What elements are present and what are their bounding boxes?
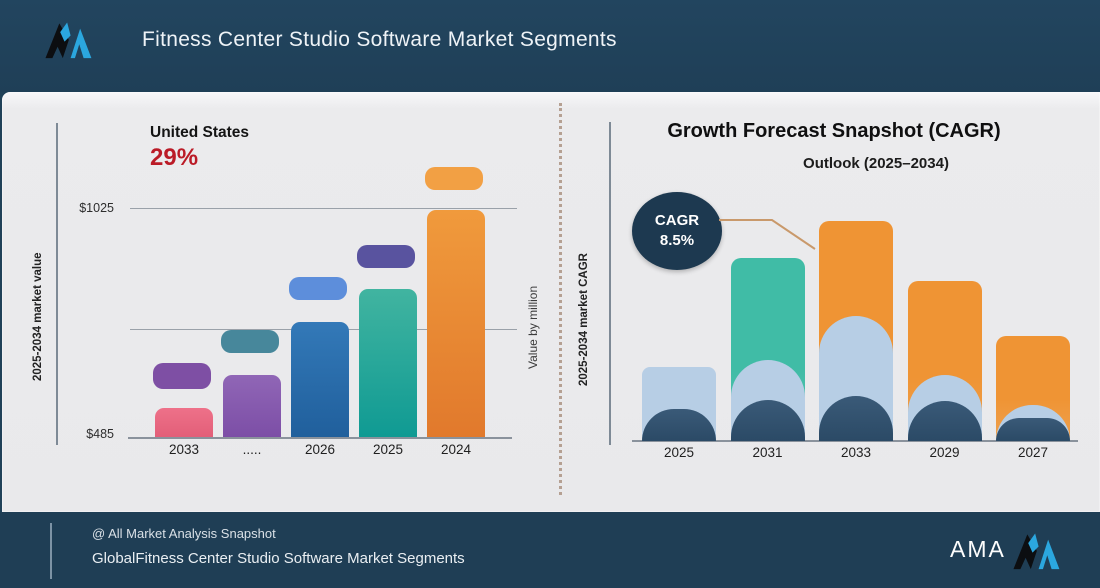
- left-chart-secondary-axis-label: Value by million: [526, 285, 540, 369]
- bar-cap-2026: [289, 277, 347, 300]
- right-chart-y-axis-label: 2025-2034 market CAGR: [578, 253, 590, 386]
- left-chart-gridline-0: [130, 208, 517, 209]
- page-title: Fitness Center Studio Software Market Se…: [142, 28, 617, 51]
- left-chart-x-axis-line: [128, 437, 512, 439]
- left-chart-title: United States: [150, 124, 250, 141]
- bar-cap-2025: [357, 245, 415, 268]
- cagr-badge-value: 8.5%: [659, 232, 695, 249]
- bar-cap-.....: [221, 330, 279, 353]
- bar-cap-2033: [153, 363, 211, 389]
- x-label-2026: 2026: [304, 442, 336, 457]
- right-chart-subtitle: Outlook (2025–2034): [803, 155, 949, 172]
- footer-title-line: GlobalFitness Center Studio Software Mar…: [92, 550, 465, 567]
- bar-cap-2024: [425, 166, 483, 190]
- bar-2024: [427, 210, 485, 438]
- panel-divider: [559, 103, 562, 495]
- app-footer: @ All Market Analysis Snapshot GlobalFit…: [0, 512, 1100, 588]
- left-chart-highlight-value: 29%: [150, 144, 199, 171]
- x-label-right-2031: 2031: [752, 445, 783, 460]
- footer-brand-logo-icon: [1013, 533, 1060, 570]
- right-chart-title: Growth Forecast Snapshot (CAGR): [667, 120, 1001, 142]
- y-tick-485: $485: [86, 427, 114, 441]
- footer-divider: [50, 523, 52, 579]
- x-label-right-2029: 2029: [929, 445, 960, 460]
- stacked-bar-2027-base: [996, 418, 1070, 441]
- bar-2025: [359, 288, 417, 438]
- charts-panel: 2025-2034 market value United States 29%…: [2, 92, 1100, 512]
- cagr-badge: CAGR 8.5%: [632, 192, 722, 270]
- x-label-.....: .....: [242, 442, 262, 457]
- x-label-right-2025: 2025: [663, 445, 695, 460]
- cagr-badge-label: CAGR: [654, 211, 700, 229]
- x-label-2025: 2025: [372, 442, 404, 457]
- footer-brand-text: AMA: [950, 536, 1006, 562]
- bar-2026: [291, 322, 349, 438]
- bar-2033: [155, 408, 213, 438]
- app-header: Fitness Center Studio Software Market Se…: [0, 0, 1100, 92]
- right-chart-y-axis-line: [609, 122, 611, 445]
- left-chart-y-axis-label: 2025-2034 market value: [32, 252, 44, 382]
- x-label-right-2027: 2027: [1017, 445, 1049, 460]
- bar-.....: [223, 374, 281, 438]
- left-chart-y-axis-line: [56, 123, 58, 445]
- x-label-2033: 2033: [168, 442, 200, 457]
- footer-credit-line: @ All Market Analysis Snapshot: [92, 526, 276, 541]
- x-label-2024: 2024: [440, 442, 472, 457]
- brand-logo-icon: [45, 22, 92, 59]
- x-label-right-2033: 2033: [840, 445, 872, 460]
- y-tick-1025: $1025: [79, 201, 114, 215]
